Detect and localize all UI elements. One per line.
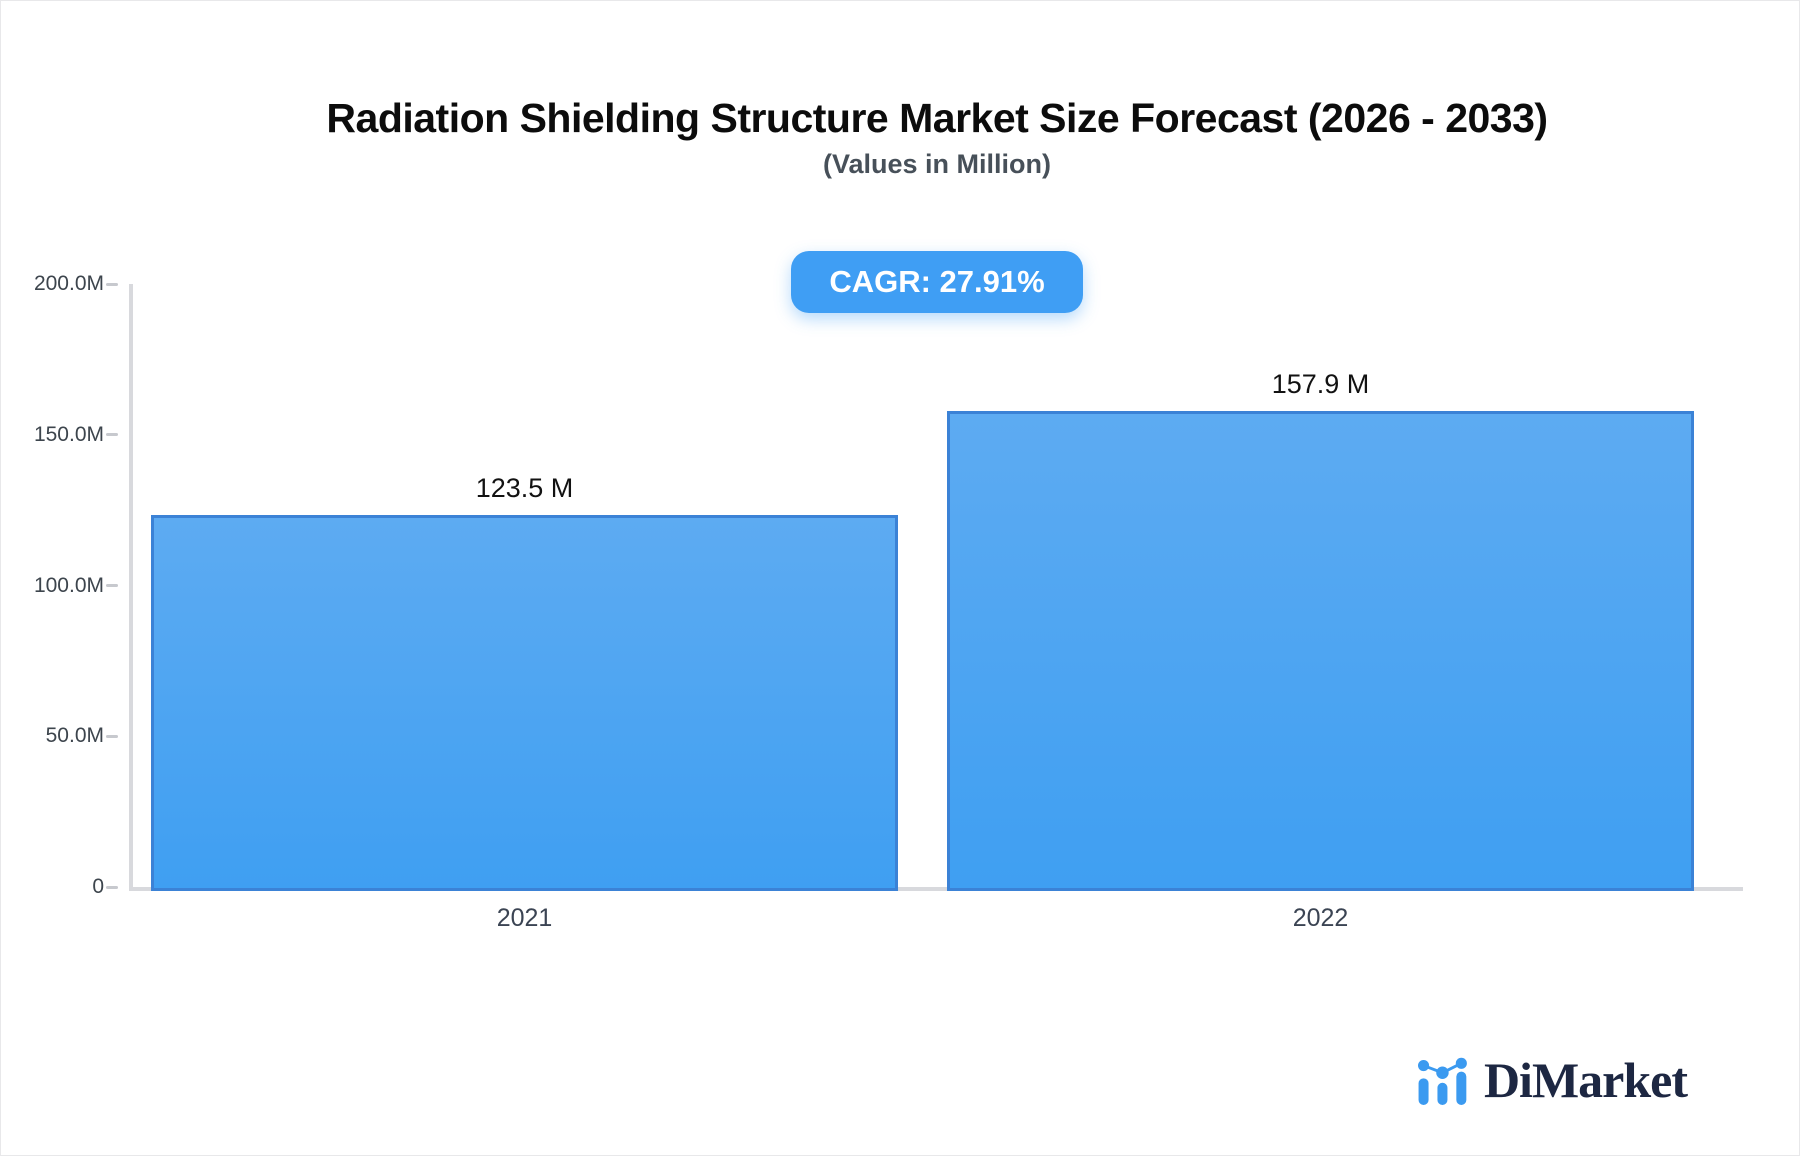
x-axis-label-2021: 2021 (496, 904, 553, 932)
y-axis-tick-label: 100.0M (33, 573, 104, 597)
bar-chart-logo-icon (1417, 1057, 1467, 1105)
x-axis-line (129, 887, 1743, 891)
bar-2021[interactable] (151, 514, 898, 891)
y-axis-tick-label: 50.0M (45, 724, 104, 748)
y-axis-tick-label: 150.0M (33, 422, 104, 446)
y-axis-tick-mark (106, 282, 118, 286)
bar-value-label-2022: 157.9 M (1271, 368, 1370, 399)
y-axis-tick-mark (106, 885, 118, 889)
y-axis-tick-label: 200.0M (33, 272, 104, 295)
dimarket-logo: DiMarket (1416, 1052, 1688, 1108)
y-axis-tick-mark (106, 584, 118, 587)
y-axis-line (129, 284, 133, 891)
cagr-badge: CAGR: 27.91% (791, 251, 1083, 313)
cagr-badge-band: CAGR: 27.91% (131, 251, 1743, 313)
y-axis-tick-mark (106, 734, 118, 738)
bar-2022[interactable] (947, 410, 1694, 891)
chart-title: Radiation Shielding Structure Market Siz… (326, 95, 1548, 141)
x-axis-label-2022: 2022 (1292, 904, 1349, 932)
bar-value-label-2021: 123.5 M (475, 472, 574, 503)
y-axis-tick-label: 0 (92, 875, 104, 898)
chart-subtitle: (Values in Million) (822, 149, 1052, 179)
y-axis-tick-mark (106, 433, 118, 437)
logo-text: DiMarket (1483, 1052, 1688, 1108)
